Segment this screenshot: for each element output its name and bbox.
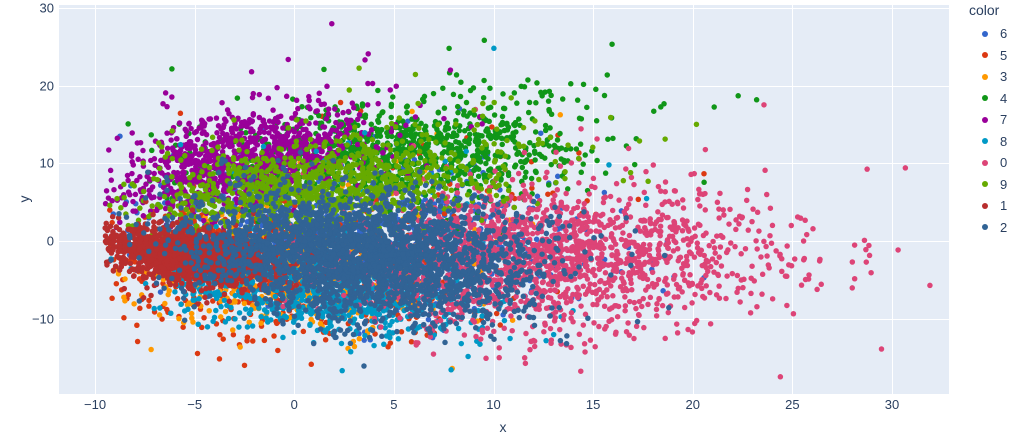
scatter-points-canvas[interactable] (59, 5, 949, 394)
x-axis-title: x (499, 419, 507, 435)
x-tick-label: 20 (685, 397, 700, 412)
legend-marker-icon (982, 95, 988, 102)
x-tick-label: 0 (290, 397, 298, 412)
legend-marker-icon (982, 116, 988, 123)
legend-items: 6 5 3 4 7 8 0 9 1 2 (966, 23, 1022, 238)
legend-item-label: 3 (1000, 69, 1008, 85)
legend-item-label: 9 (1000, 176, 1008, 192)
legend-item-label: 4 (1000, 90, 1008, 106)
x-tick-label: −5 (187, 397, 203, 412)
legend-item-7[interactable]: 7 (966, 109, 1022, 131)
x-tick-label: 25 (785, 397, 800, 412)
y-tick-label: 0 (46, 233, 54, 249)
plot-area[interactable] (59, 5, 949, 394)
legend-item-2[interactable]: 2 (966, 217, 1022, 239)
legend-item-8[interactable]: 8 (966, 131, 1022, 153)
legend: color 6 5 3 4 7 8 0 9 1 2 (966, 2, 1022, 238)
x-tick-label: 10 (486, 397, 501, 412)
y-tick-label: 20 (39, 78, 54, 94)
legend-item-9[interactable]: 9 (966, 174, 1022, 196)
legend-marker-icon (982, 159, 988, 166)
legend-item-label: 1 (1000, 198, 1008, 214)
legend-marker-icon (982, 202, 988, 209)
y-tick-label: −10 (31, 311, 54, 327)
x-tick-label: −10 (84, 397, 107, 412)
legend-marker-icon (982, 30, 988, 37)
legend-item-label: 8 (1000, 133, 1008, 149)
x-tick-label: 15 (585, 397, 601, 412)
legend-item-label: 6 (1000, 26, 1008, 42)
legend-item-label: 2 (1000, 219, 1008, 235)
legend-marker-icon (982, 52, 988, 59)
legend-item-label: 0 (1000, 155, 1008, 171)
y-tick-label: 10 (39, 155, 54, 171)
x-tick-label: 30 (884, 397, 900, 412)
legend-item-4[interactable]: 4 (966, 88, 1022, 110)
x-tick-label: 5 (390, 397, 398, 412)
legend-item-5[interactable]: 5 (966, 45, 1022, 67)
legend-title: color (969, 2, 1000, 18)
legend-marker-icon (982, 224, 988, 231)
legend-item-label: 7 (1000, 112, 1008, 128)
y-axis-title: y (16, 195, 32, 203)
legend-item-1[interactable]: 1 (966, 195, 1022, 217)
legend-item-3[interactable]: 3 (966, 66, 1022, 88)
legend-item-0[interactable]: 0 (966, 152, 1022, 174)
legend-marker-icon (982, 138, 988, 145)
legend-marker-icon (982, 181, 988, 188)
legend-item-label: 5 (1000, 47, 1008, 63)
legend-marker-icon (982, 73, 988, 80)
y-tick-label: 30 (39, 0, 54, 16)
legend-item-6[interactable]: 6 (966, 23, 1022, 45)
